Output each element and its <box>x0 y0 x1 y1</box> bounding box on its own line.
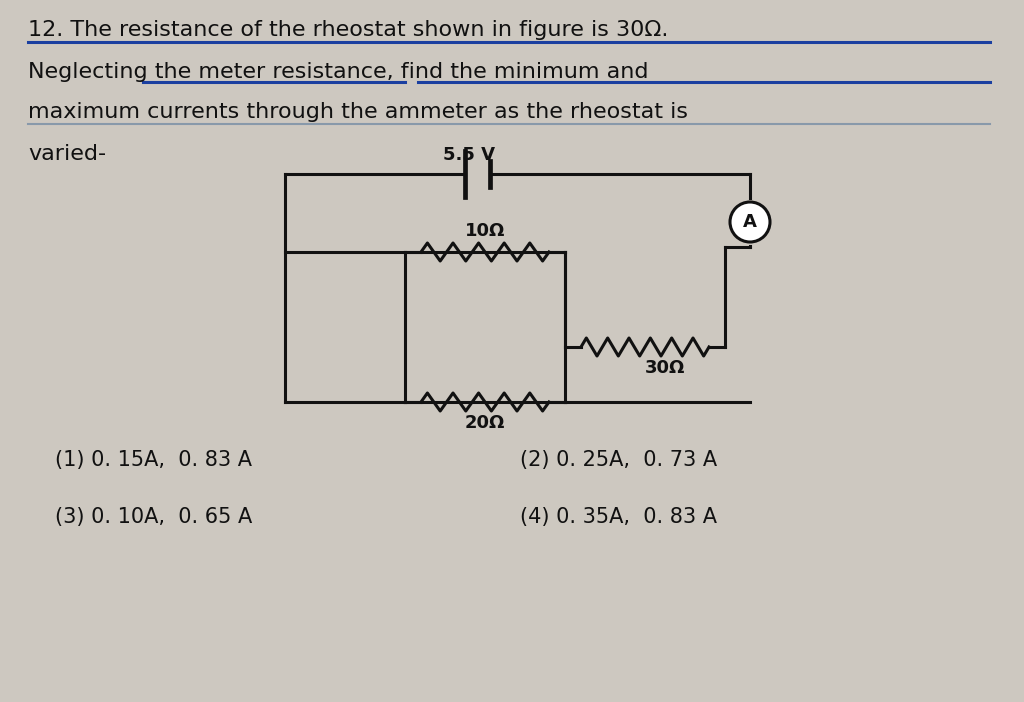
Text: (4) 0. 35A,  0. 83 A: (4) 0. 35A, 0. 83 A <box>520 507 717 527</box>
Text: 30Ω: 30Ω <box>645 359 685 377</box>
Text: (1) 0. 15A,  0. 83 A: (1) 0. 15A, 0. 83 A <box>55 450 252 470</box>
Text: (3) 0. 10A,  0. 65 A: (3) 0. 10A, 0. 65 A <box>55 507 252 527</box>
Text: Neglecting the meter resistance, find the minimum and: Neglecting the meter resistance, find th… <box>28 62 648 82</box>
Text: (2) 0. 25A,  0. 73 A: (2) 0. 25A, 0. 73 A <box>520 450 717 470</box>
Text: 10Ω: 10Ω <box>465 222 505 240</box>
Text: 5.5 V: 5.5 V <box>443 146 495 164</box>
Text: 20Ω: 20Ω <box>465 414 505 432</box>
Circle shape <box>730 202 770 242</box>
Text: maximum currents through the ammeter as the rheostat is: maximum currents through the ammeter as … <box>28 102 688 122</box>
Text: varied-: varied- <box>28 144 106 164</box>
Text: A: A <box>743 213 757 231</box>
Text: 12. The resistance of the rheostat shown in figure is 30Ω.: 12. The resistance of the rheostat shown… <box>28 20 669 40</box>
